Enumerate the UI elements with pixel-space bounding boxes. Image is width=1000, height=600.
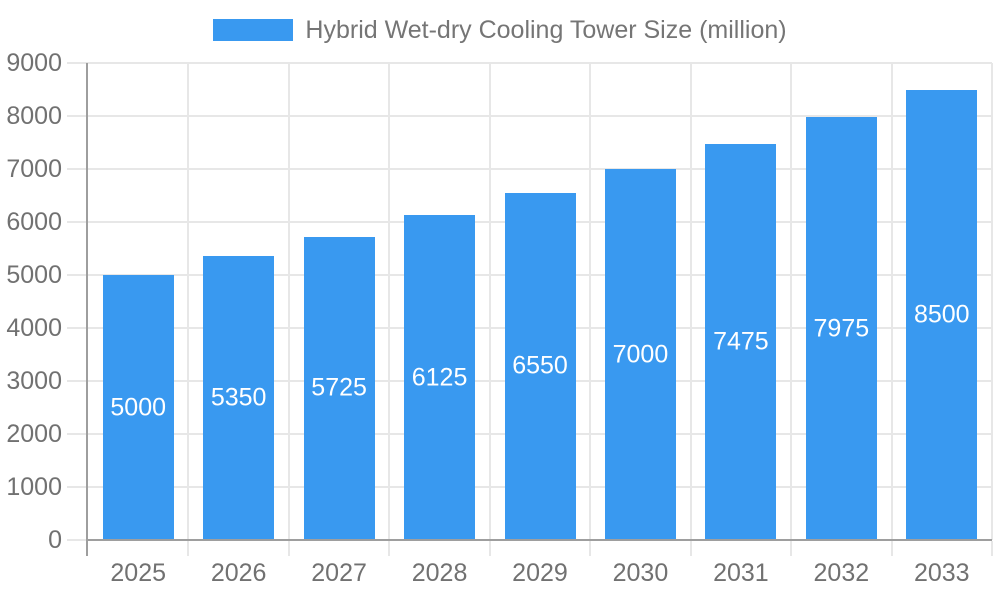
gridline-v (991, 63, 993, 540)
bar-value-label: 5725 (311, 373, 367, 402)
bar-2033[interactable] (906, 89, 978, 540)
x-axis-label: 2033 (913, 559, 970, 587)
bar-value-label: 6125 (411, 363, 468, 392)
gridline-v (589, 63, 592, 540)
gridline-v (790, 63, 793, 540)
y-axis-label: 0 (48, 526, 62, 554)
y-axis-label: 4000 (6, 314, 62, 342)
y-axis-tick (67, 380, 88, 382)
legend-label: Hybrid Wet-dry Cooling Tower Size (milli… (305, 15, 787, 44)
gridline-h (88, 62, 992, 64)
y-axis-label: 9000 (6, 49, 62, 77)
x-axis-tick (388, 541, 391, 556)
y-axis-tick (67, 433, 88, 435)
x-axis-tick (890, 541, 893, 556)
x-axis-tick (287, 541, 290, 556)
bar-2032[interactable] (805, 117, 877, 540)
gridline-v (488, 63, 491, 540)
x-axis-tick (187, 541, 190, 556)
y-axis-label: 7000 (6, 155, 62, 183)
y-axis-label: 1000 (6, 473, 62, 501)
x-axis-tick (689, 541, 692, 556)
bar-value-label: 7475 (713, 327, 769, 356)
bar-value-label: 7000 (612, 340, 669, 368)
bar-2028[interactable] (404, 215, 476, 540)
legend[interactable]: Hybrid Wet-dry Cooling Tower Size (milli… (0, 10, 1000, 50)
bar-2030[interactable] (604, 169, 676, 540)
x-axis-label: 2025 (110, 559, 167, 587)
y-axis-tick (67, 168, 88, 170)
bar-2029[interactable] (504, 192, 576, 540)
bar-value-label: 8500 (913, 300, 970, 329)
gridline-h (88, 115, 992, 117)
y-axis-tick (67, 539, 88, 541)
x-axis-tick (589, 541, 592, 556)
gridline-v (187, 63, 190, 540)
y-axis-label: 3000 (6, 367, 62, 395)
x-axis-label: 2029 (512, 559, 568, 587)
y-axis-tick (67, 274, 88, 276)
x-axis-tick (991, 541, 993, 556)
bar-2027[interactable] (303, 236, 375, 540)
bar-2025[interactable] (102, 275, 174, 540)
y-axis-tick (67, 62, 88, 64)
gridline-v (388, 63, 391, 540)
x-axis-label: 2031 (713, 559, 769, 587)
x-axis-label: 2030 (612, 559, 669, 587)
y-axis-label: 5000 (6, 261, 62, 289)
bar-value-label: 5350 (210, 383, 267, 412)
bar-value-label: 7975 (813, 314, 870, 343)
y-axis-tick (67, 115, 88, 117)
bar-value-label: 6550 (512, 351, 568, 380)
x-axis-tick (488, 541, 491, 556)
gridline-v (689, 63, 692, 540)
y-axis-line (86, 63, 88, 556)
y-axis-tick (67, 221, 88, 223)
x-axis-label: 2032 (813, 559, 870, 587)
y-axis-tick (67, 327, 88, 329)
gridline-v (287, 63, 290, 540)
bar-2031[interactable] (705, 143, 777, 540)
x-axis-line (86, 539, 992, 541)
y-axis-label: 6000 (6, 208, 62, 236)
y-axis-tick (67, 486, 88, 488)
x-axis-label: 2027 (311, 559, 367, 587)
bar-value-label: 5000 (110, 393, 167, 421)
y-axis-label: 8000 (6, 102, 62, 130)
x-axis-tick (790, 541, 793, 556)
legend-swatch (213, 19, 294, 41)
x-axis-label: 2026 (210, 559, 267, 587)
gridline-v (890, 63, 893, 540)
gridline-h (88, 168, 992, 170)
y-axis-label: 2000 (6, 420, 62, 448)
bar-2026[interactable] (203, 256, 275, 540)
x-axis-label: 2028 (411, 559, 468, 587)
